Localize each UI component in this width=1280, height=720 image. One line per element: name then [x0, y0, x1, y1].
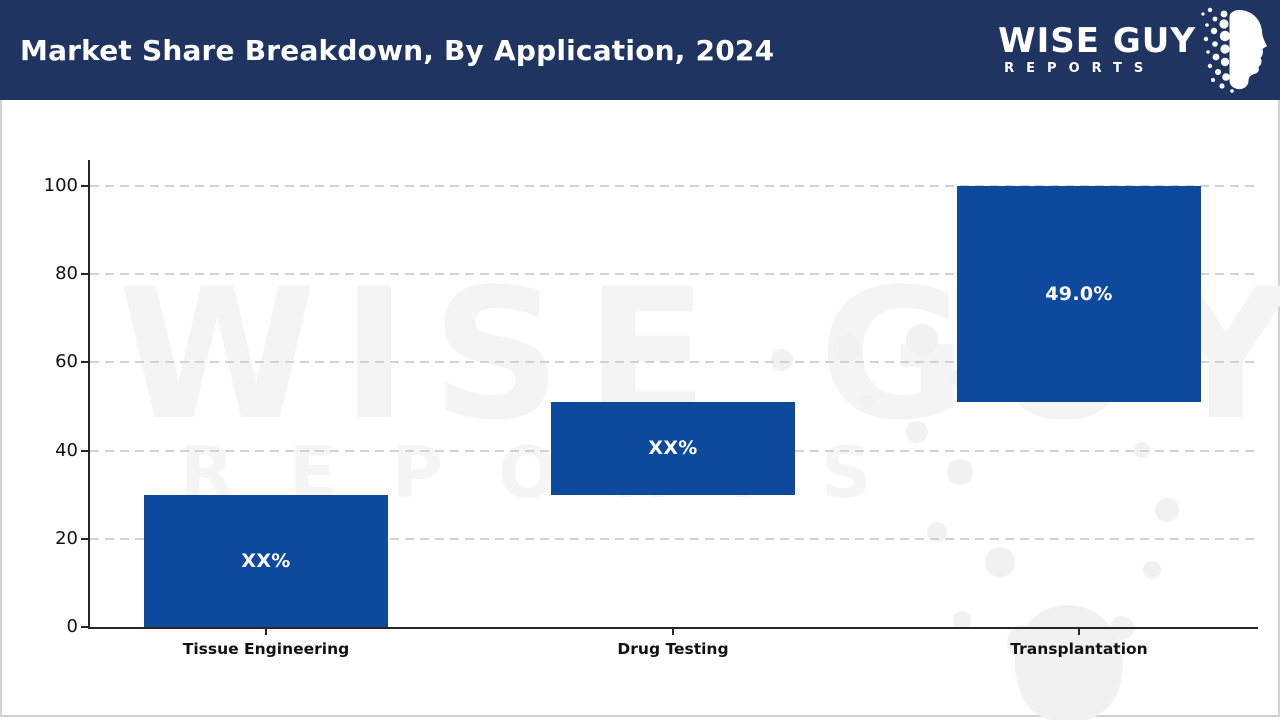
wiseguy-logo: WISE GUY REPORTS: [998, 6, 1272, 94]
bar-value-label: XX%: [648, 437, 698, 460]
y-tick-mark: [81, 185, 88, 187]
bar-drug-testing: XX%: [551, 402, 795, 495]
y-tick-mark: [81, 361, 88, 364]
gridline: [90, 273, 1258, 276]
logo-text: WISE GUY REPORTS: [998, 20, 1196, 77]
category-label: Drug Testing: [617, 640, 729, 658]
y-tick-label: 60: [55, 351, 78, 373]
logo-subtitle: REPORTS: [1004, 61, 1156, 77]
y-tick-label: 80: [55, 263, 78, 285]
bar-value-label: 49.0%: [1045, 283, 1113, 306]
y-tick-label: 40: [55, 439, 78, 461]
page-title: Market Share Breakdown, By Application, …: [20, 34, 775, 67]
bar-value-label: XX%: [241, 549, 291, 572]
y-tick-mark: [81, 626, 88, 628]
logo-face-icon: [1201, 7, 1267, 93]
bar-tissue-engineering: XX%: [144, 494, 388, 627]
y-tick-mark: [81, 537, 88, 540]
category-label: Tissue Engineering: [182, 640, 350, 658]
y-tick-mark: [81, 449, 88, 452]
gridline: [90, 537, 1258, 540]
bar-transplantation: 49.0%: [957, 186, 1201, 403]
x-axis-line: [88, 627, 1258, 629]
category-label: Transplantation: [1010, 640, 1148, 658]
y-tick-label: 0: [66, 616, 78, 637]
y-tick-mark: [81, 273, 88, 276]
watermark-dots-icon: [771, 324, 1180, 720]
header-band: Market Share Breakdown, By Application, …: [0, 0, 1280, 100]
x-tick-mark: [672, 629, 674, 635]
logo-wordmark: WISE GUY: [998, 20, 1196, 61]
gridline: [90, 185, 1258, 187]
x-tick-mark: [1078, 629, 1080, 635]
x-tick-mark: [265, 629, 267, 635]
y-tick-label: 20: [55, 527, 78, 549]
y-tick-label: 100: [43, 175, 78, 196]
y-axis-line: [88, 160, 90, 629]
gridline: [90, 361, 1258, 364]
